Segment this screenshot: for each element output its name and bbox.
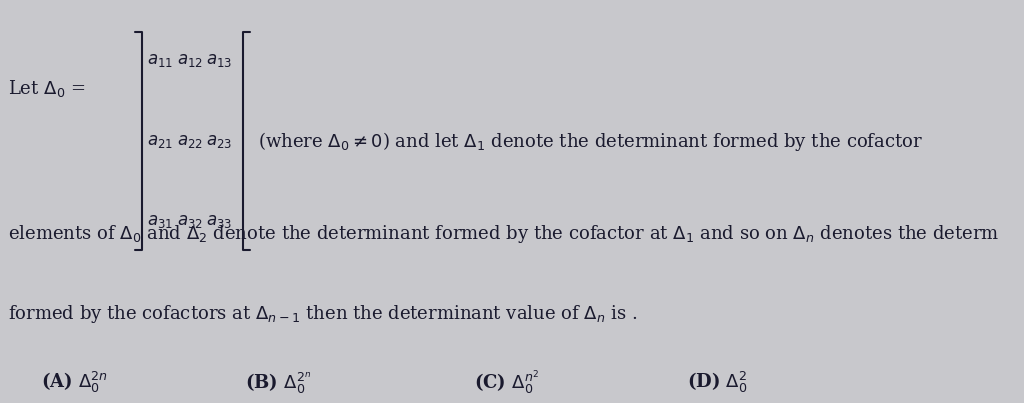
Text: $a_{13}$: $a_{13}$ xyxy=(206,52,232,69)
Text: (D) $\Delta_0^{2}$: (D) $\Delta_0^{2}$ xyxy=(687,370,748,395)
Text: elements of $\Delta_0$ and $\Delta_2$ denote the determinant formed by the cofac: elements of $\Delta_0$ and $\Delta_2$ de… xyxy=(8,223,999,245)
Text: (where $\Delta_0 \neq 0$) and let $\Delta_1$ denote the determinant formed by th: (where $\Delta_0 \neq 0$) and let $\Delt… xyxy=(258,129,923,153)
Text: $a_{23}$: $a_{23}$ xyxy=(206,133,232,150)
Text: $a_{32}$: $a_{32}$ xyxy=(177,213,203,230)
Text: (B) $\Delta_0^{2^n}$: (B) $\Delta_0^{2^n}$ xyxy=(246,370,311,396)
Text: (C) $\Delta_0^{n^2}$: (C) $\Delta_0^{n^2}$ xyxy=(474,369,540,397)
Text: Let $\Delta_0$ =: Let $\Delta_0$ = xyxy=(8,78,86,99)
Text: (A) $\Delta_0^{2n}$: (A) $\Delta_0^{2n}$ xyxy=(41,370,108,395)
Text: $a_{12}$: $a_{12}$ xyxy=(177,52,203,69)
Text: $a_{33}$: $a_{33}$ xyxy=(206,213,232,230)
Text: $a_{21}$: $a_{21}$ xyxy=(146,133,172,150)
Text: $a_{31}$: $a_{31}$ xyxy=(146,213,172,230)
Text: $a_{22}$: $a_{22}$ xyxy=(177,133,203,150)
Text: formed by the cofactors at $\Delta_{n-1}$ then the determinant value of $\Delta_: formed by the cofactors at $\Delta_{n-1}… xyxy=(8,303,638,325)
Text: $a_{11}$: $a_{11}$ xyxy=(146,52,172,69)
